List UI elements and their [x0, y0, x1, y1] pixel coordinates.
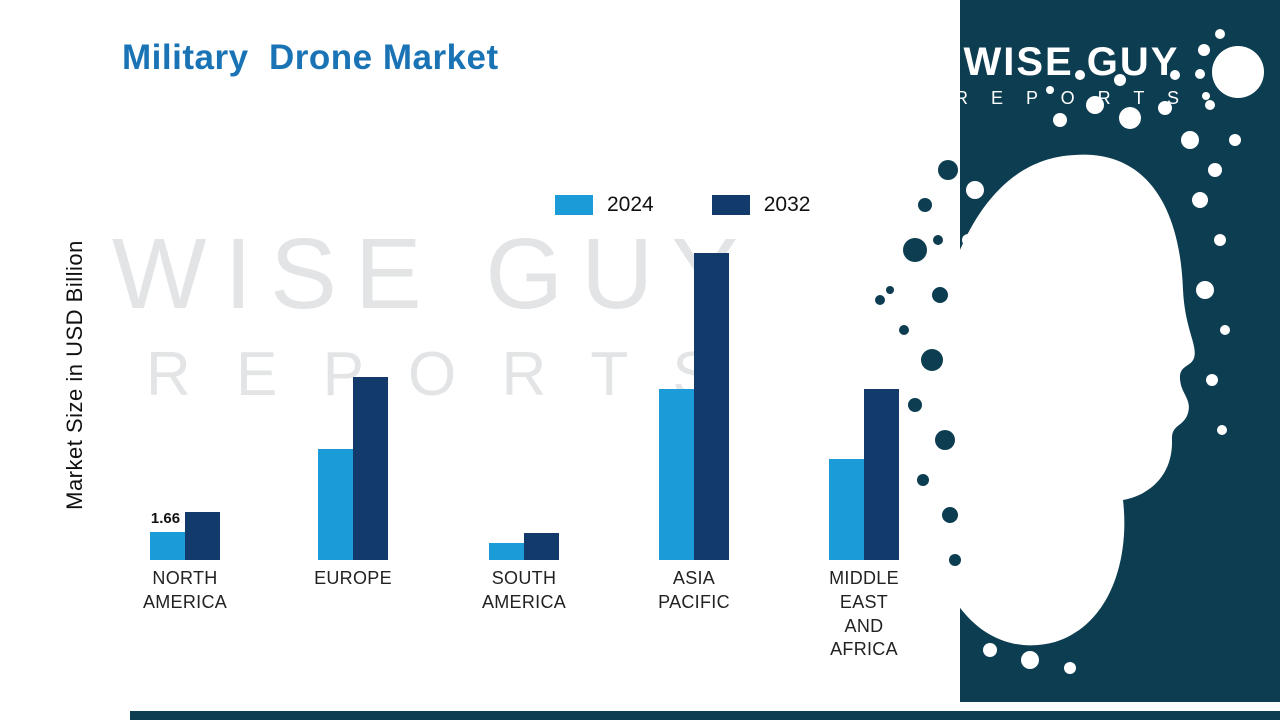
legend-swatch-2024	[555, 195, 593, 215]
legend-swatch-2032	[711, 195, 750, 215]
category-label-north-america: NORTH AMERICA	[142, 568, 228, 612]
data-label-north-america: 1.66	[150, 510, 181, 527]
legend-label-2032: 2032	[763, 193, 811, 216]
legend-label-2024: 2024	[607, 193, 654, 216]
bar-2032-south-america	[524, 533, 559, 560]
legend: 2024 2032	[555, 193, 810, 217]
bar-2032-north-america	[185, 512, 220, 560]
watermark-line2: R E P O R T S	[146, 340, 728, 409]
bar-2024-asia-pacific	[659, 389, 694, 560]
chart-title: Military Drone Market	[122, 38, 499, 77]
watermark-line1: WISE GUY	[112, 218, 757, 330]
bar-2032-middle-east-and-africa	[864, 389, 899, 560]
bar-2024-middle-east-and-africa	[829, 459, 864, 560]
bar-2032-europe	[353, 377, 388, 560]
footer-bar	[130, 711, 1280, 720]
bar-2024-europe	[318, 449, 353, 560]
bar-2024-north-america	[150, 532, 185, 560]
wise-guy-reports-logo: WISE GUY R E P O R T S	[955, 42, 1188, 109]
bar-2024-south-america	[489, 543, 524, 560]
logo-wordmark: WISE GUY	[963, 40, 1180, 84]
category-label-middle-east-and-africa: MIDDLE EAST AND AFRICA	[829, 568, 899, 660]
category-label-europe: EUROPE	[314, 568, 392, 588]
watermark: WISE GUY R E P O R T S	[112, 224, 756, 406]
brand-panel-head-art	[875, 0, 1280, 702]
y-axis-label: Market Size in USD Billion	[62, 240, 87, 510]
bar-2032-asia-pacific	[694, 253, 729, 560]
logo-subtitle: R E P O R T S	[954, 88, 1188, 108]
category-label-south-america: SOUTH AMERICA	[481, 568, 567, 612]
category-label-asia-pacific: ASIA PACIFIC	[658, 568, 730, 612]
